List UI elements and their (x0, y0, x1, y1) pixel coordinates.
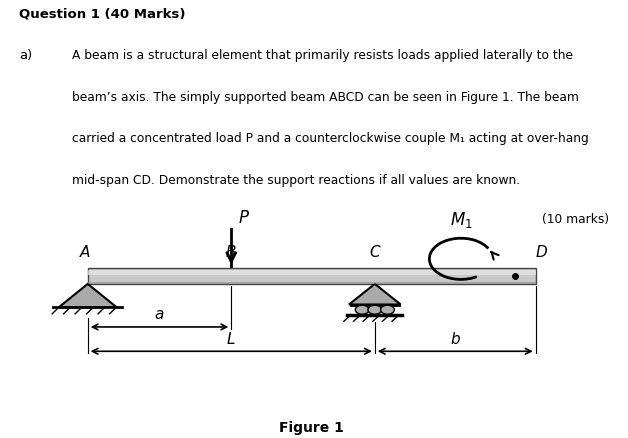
Circle shape (355, 305, 369, 314)
Text: D: D (536, 245, 547, 260)
Bar (88, 270, 536, 275)
Bar (88, 282, 536, 284)
Text: (10 marks): (10 marks) (542, 213, 609, 226)
Polygon shape (59, 284, 116, 307)
Text: $P$: $P$ (238, 208, 250, 226)
Text: Question 1 (40 Marks): Question 1 (40 Marks) (19, 7, 185, 20)
Circle shape (381, 305, 394, 314)
Bar (88, 268, 536, 284)
Text: C: C (369, 245, 380, 260)
Circle shape (368, 305, 382, 314)
Text: A: A (80, 245, 90, 260)
Text: Figure 1: Figure 1 (279, 421, 344, 435)
Text: A beam is a structural element that primarily resists loads applied laterally to: A beam is a structural element that prim… (72, 49, 573, 62)
Polygon shape (349, 284, 401, 304)
Text: B: B (226, 245, 237, 260)
Text: beam’s axis. The simply supported beam ABCD can be seen in Figure 1. The beam: beam’s axis. The simply supported beam A… (72, 91, 579, 104)
Text: $L$: $L$ (227, 331, 236, 347)
Text: $a$: $a$ (154, 307, 165, 322)
Text: $b$: $b$ (450, 331, 461, 347)
Text: a): a) (19, 49, 32, 62)
Text: carried a concentrated load P and a counterclockwise couple M₁ acting at over-ha: carried a concentrated load P and a coun… (72, 132, 589, 145)
Text: mid-span CD. Demonstrate the support reactions if all values are known.: mid-span CD. Demonstrate the support rea… (72, 174, 521, 187)
Text: $M_1$: $M_1$ (450, 210, 472, 230)
